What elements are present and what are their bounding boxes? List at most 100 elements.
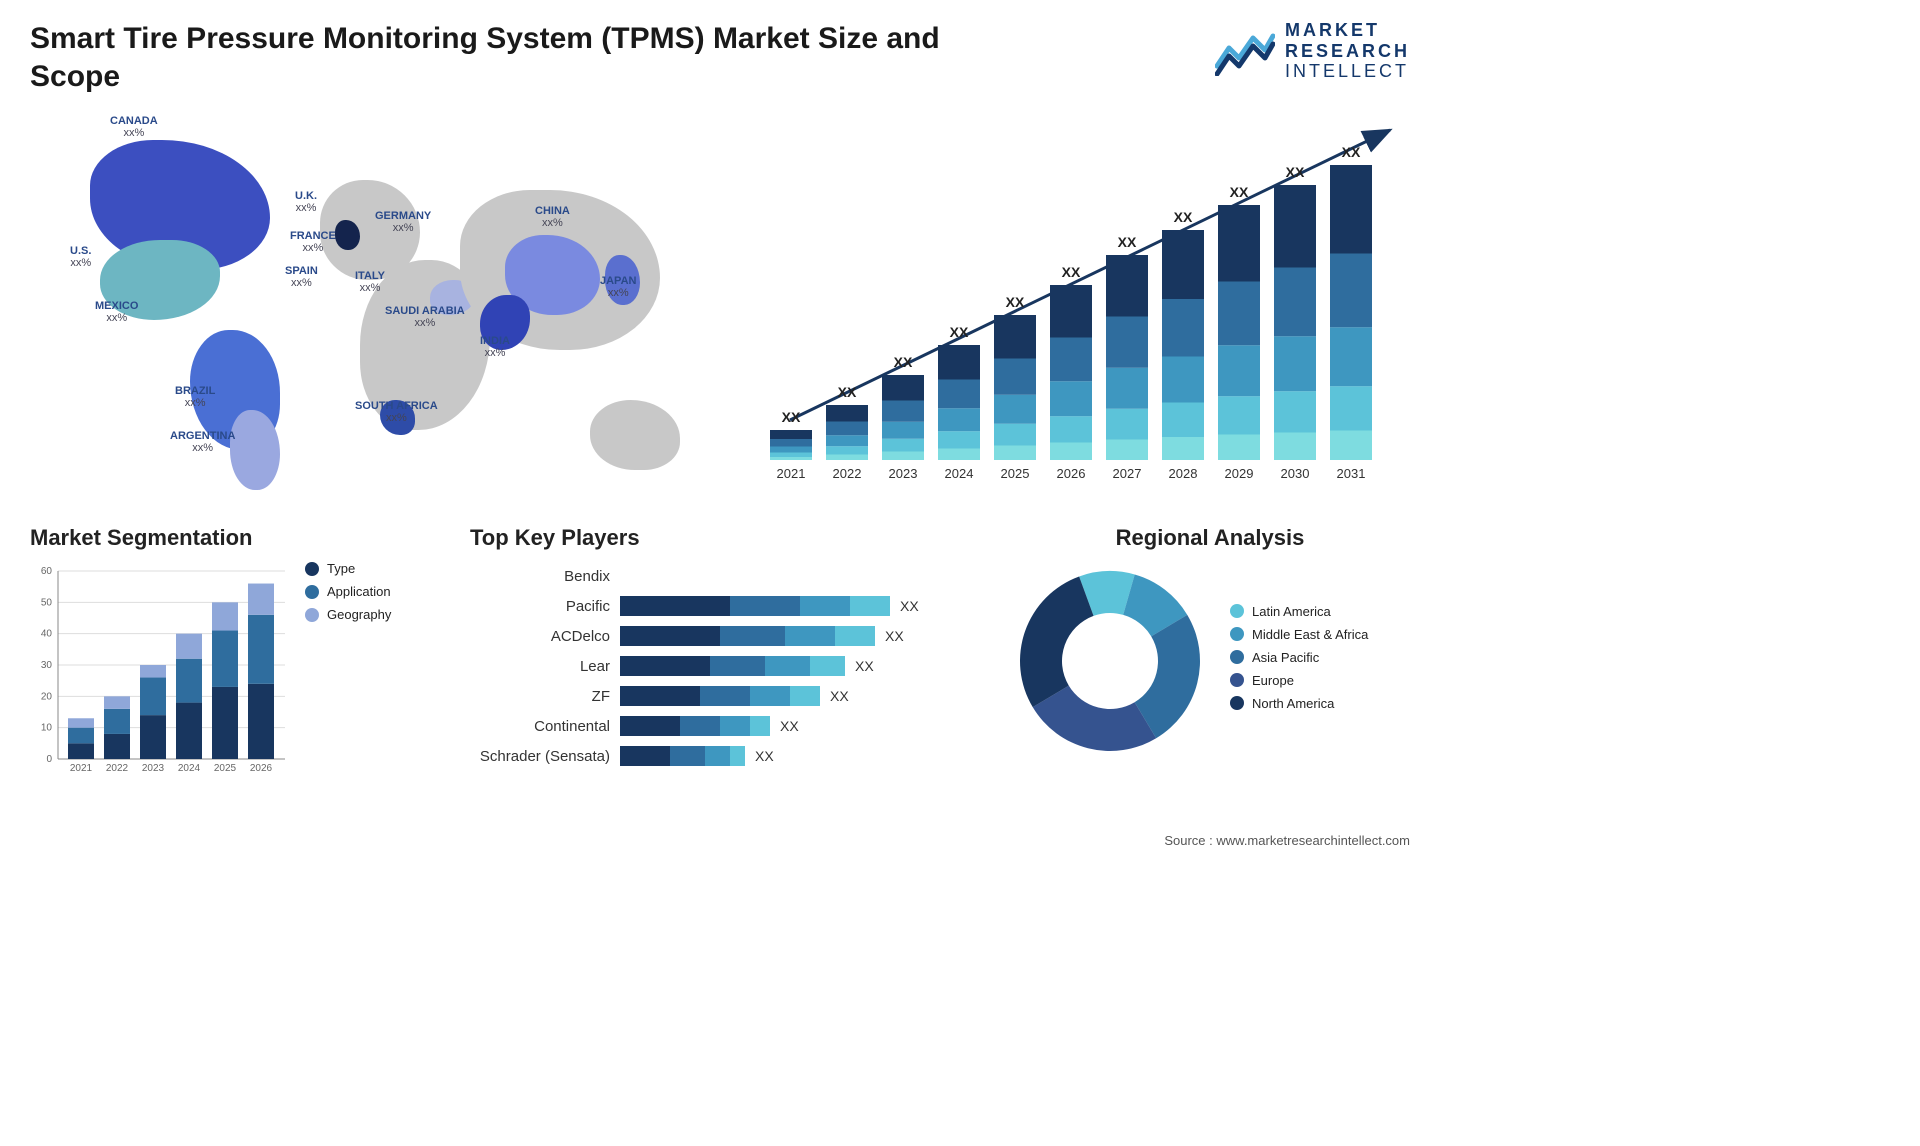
svg-text:40: 40 [41, 629, 53, 640]
player-name: ACDelco [470, 628, 620, 645]
player-bar-segment [720, 626, 785, 646]
player-row: Pacific XX [470, 591, 990, 621]
svg-text:2024: 2024 [945, 466, 974, 481]
legend-item: Asia Pacific [1230, 650, 1368, 665]
legend-item: Application [305, 584, 391, 599]
logo-line1: MARKET [1285, 20, 1410, 41]
map-label: U.K.xx% [295, 190, 317, 214]
player-bar-segment [620, 656, 710, 676]
logo-line2: RESEARCH [1285, 41, 1410, 62]
player-bar [620, 716, 770, 736]
brand-logo: MARKET RESEARCH INTELLECT [1215, 20, 1410, 82]
svg-text:2021: 2021 [70, 763, 93, 774]
player-bar-segment [800, 596, 850, 616]
svg-text:XX: XX [894, 354, 913, 370]
segmentation-chart: 0102030405060202120222023202420252026 [30, 561, 290, 781]
player-value: XX [900, 598, 919, 614]
map-label: U.S.xx% [70, 245, 91, 269]
player-bar-segment [705, 746, 730, 766]
segmentation-panel: Market Segmentation 01020304050602021202… [30, 525, 450, 781]
player-row: ZFXX [470, 681, 990, 711]
player-name: Schrader (Sensata) [470, 748, 620, 765]
svg-text:XX: XX [950, 324, 969, 340]
svg-text:2030: 2030 [1281, 466, 1310, 481]
map-label: BRAZILxx% [175, 385, 215, 409]
svg-text:2025: 2025 [1001, 466, 1030, 481]
player-name: Bendix [470, 568, 620, 585]
legend-label: Latin America [1252, 604, 1331, 619]
legend-item: Type [305, 561, 391, 576]
source-attribution: Source : www.marketresearchintellect.com [1164, 833, 1410, 848]
player-bar [620, 746, 745, 766]
svg-text:2025: 2025 [214, 763, 237, 774]
player-value: XX [855, 658, 874, 674]
player-bar [620, 656, 845, 676]
player-value: XX [780, 718, 799, 734]
svg-text:XX: XX [1006, 294, 1025, 310]
player-bar-segment [785, 626, 835, 646]
svg-text:2022: 2022 [106, 763, 129, 774]
legend-swatch [305, 608, 319, 622]
player-bar-segment [680, 716, 720, 736]
legend-label: Application [327, 584, 391, 599]
player-bar-segment [765, 656, 810, 676]
player-value: XX [755, 748, 774, 764]
player-bar [620, 596, 890, 616]
key-players-title: Top Key Players [470, 525, 990, 551]
regional-donut-chart [1010, 561, 1210, 761]
world-map: CANADAxx%U.S.xx%MEXICOxx%BRAZILxx%ARGENT… [30, 110, 710, 500]
svg-text:2023: 2023 [889, 466, 918, 481]
svg-text:XX: XX [838, 384, 857, 400]
player-bar-segment [835, 626, 875, 646]
player-name: ZF [470, 688, 620, 705]
legend-item: Middle East & Africa [1230, 627, 1368, 642]
svg-text:2021: 2021 [777, 466, 806, 481]
svg-text:2022: 2022 [833, 466, 862, 481]
player-bar-segment [850, 596, 890, 616]
svg-text:2026: 2026 [250, 763, 273, 774]
svg-text:0: 0 [46, 754, 52, 765]
svg-text:XX: XX [1062, 264, 1081, 280]
player-name: Pacific [470, 598, 620, 615]
player-bar-segment [620, 686, 700, 706]
map-label: SPAINxx% [285, 265, 318, 289]
svg-text:2028: 2028 [1169, 466, 1198, 481]
legend-label: Middle East & Africa [1252, 627, 1368, 642]
regional-panel: Regional Analysis Latin AmericaMiddle Ea… [1010, 525, 1410, 781]
logo-line3: INTELLECT [1285, 61, 1409, 81]
legend-item: Latin America [1230, 604, 1368, 619]
player-bar-wrap: XX [620, 656, 990, 676]
logo-icon [1215, 26, 1275, 76]
svg-text:2026: 2026 [1057, 466, 1086, 481]
player-row: Lear XX [470, 651, 990, 681]
svg-text:30: 30 [41, 660, 53, 671]
svg-text:20: 20 [41, 691, 53, 702]
player-bar-segment [620, 626, 720, 646]
player-bar-segment [620, 716, 680, 736]
svg-text:XX: XX [1286, 164, 1305, 180]
player-bar-wrap: XX [620, 686, 990, 706]
player-row: Continental XX [470, 711, 990, 741]
player-row: Bendix [470, 561, 990, 591]
svg-text:10: 10 [41, 723, 53, 734]
player-bar-segment [700, 686, 750, 706]
player-bar-segment [720, 716, 750, 736]
legend-swatch [305, 585, 319, 599]
svg-text:XX: XX [1230, 184, 1249, 200]
growth-bar-chart: 2021 XX 2022 XX 2023 XX 2024 XX 2025 XX 2026 XX 2027… [740, 110, 1440, 500]
player-bar-segment [730, 596, 800, 616]
map-label: SOUTH AFRICAxx% [355, 400, 438, 424]
player-bar [620, 626, 875, 646]
player-bar-wrap: XX [620, 716, 990, 736]
legend-item: Geography [305, 607, 391, 622]
player-bar-wrap: XX [620, 746, 990, 766]
legend-item: North America [1230, 696, 1368, 711]
map-region [590, 400, 680, 470]
player-name: Continental [470, 718, 620, 735]
map-label: MEXICOxx% [95, 300, 138, 324]
segmentation-title: Market Segmentation [30, 525, 450, 551]
svg-text:2027: 2027 [1113, 466, 1142, 481]
player-name: Lear [470, 658, 620, 675]
map-label: ARGENTINAxx% [170, 430, 235, 454]
svg-text:2024: 2024 [178, 763, 201, 774]
